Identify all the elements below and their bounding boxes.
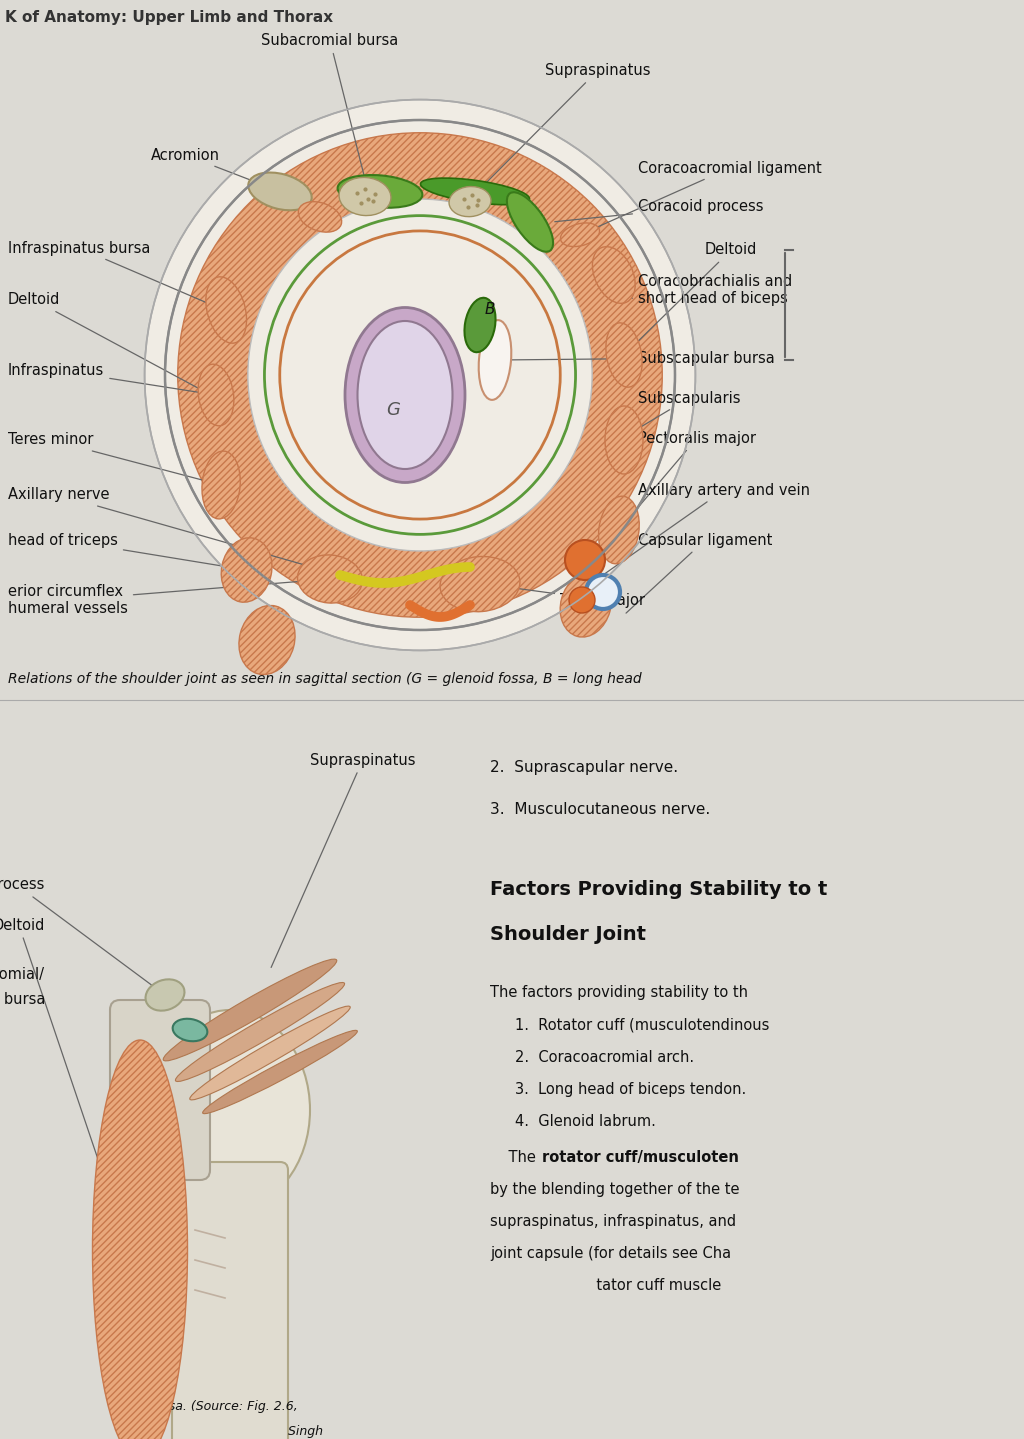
Text: head of triceps: head of triceps (8, 532, 244, 570)
Text: Infraspinatus: Infraspinatus (8, 363, 213, 394)
Text: Coracoacromial ligament: Coracoacromial ligament (583, 161, 821, 233)
Ellipse shape (198, 364, 233, 426)
Text: Supraspinatus: Supraspinatus (271, 753, 416, 967)
Ellipse shape (606, 322, 642, 387)
Text: process: process (0, 878, 163, 993)
Text: Acromion: Acromion (151, 148, 278, 190)
Ellipse shape (298, 201, 342, 232)
Ellipse shape (92, 1040, 187, 1439)
Text: by the blending together of the te: by the blending together of the te (490, 1181, 739, 1197)
Ellipse shape (173, 1019, 207, 1042)
Text: romial/: romial/ (0, 967, 45, 983)
Text: Relations of the shoulder joint as seen in sagittal section (G = glenoid fossa, : Relations of the shoulder joint as seen … (8, 672, 642, 686)
Text: The: The (490, 1150, 541, 1166)
Text: Coracobrachialis and
short head of biceps: Coracobrachialis and short head of bicep… (616, 273, 793, 307)
Text: Supraspinatus: Supraspinatus (477, 63, 650, 191)
Text: d bursa: d bursa (0, 993, 45, 1007)
Text: Deltoid: Deltoid (0, 918, 104, 1177)
Text: Deltoid: Deltoid (626, 243, 758, 353)
Text: Capsular ligament: Capsular ligament (626, 532, 772, 613)
Text: 2.  Coracoacromial arch.: 2. Coracoacromial arch. (515, 1050, 694, 1065)
Circle shape (565, 540, 605, 580)
Text: 4.  Glenoid labrum.: 4. Glenoid labrum. (515, 1114, 656, 1130)
Ellipse shape (298, 555, 362, 603)
Ellipse shape (221, 538, 272, 602)
Text: G: G (386, 401, 400, 419)
Ellipse shape (357, 321, 453, 469)
Text: Pectoralis major: Pectoralis major (621, 430, 756, 528)
Text: Factors Providing Stability to t: Factors Providing Stability to t (490, 881, 827, 899)
Ellipse shape (593, 246, 635, 304)
Text: Subacromial bursa: Subacromial bursa (261, 33, 398, 196)
Text: Subscapularis: Subscapularis (622, 390, 740, 439)
Ellipse shape (206, 276, 247, 344)
Circle shape (165, 119, 675, 630)
Ellipse shape (421, 178, 529, 204)
Text: B: B (484, 302, 496, 318)
Ellipse shape (248, 199, 592, 551)
Text: erior circumflex
humeral vessels: erior circumflex humeral vessels (8, 580, 328, 616)
Ellipse shape (478, 319, 511, 400)
Text: Shoulder Joint: Shoulder Joint (490, 925, 646, 944)
Ellipse shape (203, 1030, 357, 1114)
Ellipse shape (175, 983, 345, 1082)
Ellipse shape (339, 177, 391, 216)
Text: Deltoid: Deltoid (8, 292, 209, 394)
Text: K of Anatomy: Upper Limb and Thorax: K of Anatomy: Upper Limb and Thorax (5, 10, 333, 24)
Ellipse shape (163, 960, 337, 1061)
Text: Axillary artery and vein: Axillary artery and vein (605, 482, 810, 573)
Ellipse shape (345, 308, 465, 482)
Text: 3.  Musculocutaneous nerve.: 3. Musculocutaneous nerve. (490, 802, 711, 817)
FancyBboxPatch shape (172, 1163, 288, 1439)
Ellipse shape (560, 573, 611, 637)
Ellipse shape (599, 496, 639, 564)
Text: Coracoid process: Coracoid process (555, 200, 764, 222)
Ellipse shape (202, 450, 241, 519)
Text: Infraspinatus bursa: Infraspinatus bursa (8, 240, 221, 309)
Text: Subscapular bursa: Subscapular bursa (501, 351, 775, 366)
Text: Axillary nerve: Axillary nerve (8, 488, 337, 574)
Text: Teres major: Teres major (487, 584, 645, 607)
Text: Singh: Singh (180, 1425, 323, 1438)
Ellipse shape (178, 132, 663, 617)
FancyBboxPatch shape (110, 1000, 210, 1180)
Text: The factors providing stability to th: The factors providing stability to th (490, 986, 748, 1000)
Text: toid bursa. (Source: Fig. 2.6,: toid bursa. (Source: Fig. 2.6, (100, 1400, 298, 1413)
Text: 2.  Suprascapular nerve.: 2. Suprascapular nerve. (490, 760, 678, 776)
Ellipse shape (465, 298, 496, 353)
Text: tator cuff muscle: tator cuff muscle (490, 1278, 721, 1294)
Text: rotator cuff/musculoten: rotator cuff/musculoten (542, 1150, 739, 1166)
Ellipse shape (450, 187, 490, 217)
Circle shape (569, 587, 595, 613)
Ellipse shape (338, 176, 422, 207)
Ellipse shape (560, 223, 599, 246)
Text: supraspinatus, infraspinatus, and: supraspinatus, infraspinatus, and (490, 1215, 736, 1229)
Text: 1.  Rotator cuff (musculotendinous: 1. Rotator cuff (musculotendinous (515, 1017, 769, 1033)
Circle shape (144, 99, 695, 650)
Text: Teres minor: Teres minor (8, 433, 218, 485)
Ellipse shape (248, 173, 311, 210)
Ellipse shape (239, 606, 295, 675)
Ellipse shape (507, 193, 553, 252)
Ellipse shape (189, 1006, 350, 1099)
Ellipse shape (440, 557, 520, 612)
Ellipse shape (150, 1010, 310, 1210)
Circle shape (586, 576, 620, 609)
Text: joint capsule (for details see Cha: joint capsule (for details see Cha (490, 1246, 731, 1261)
Text: 3.  Long head of biceps tendon.: 3. Long head of biceps tendon. (515, 1082, 746, 1097)
Ellipse shape (605, 406, 643, 473)
Ellipse shape (145, 980, 184, 1010)
